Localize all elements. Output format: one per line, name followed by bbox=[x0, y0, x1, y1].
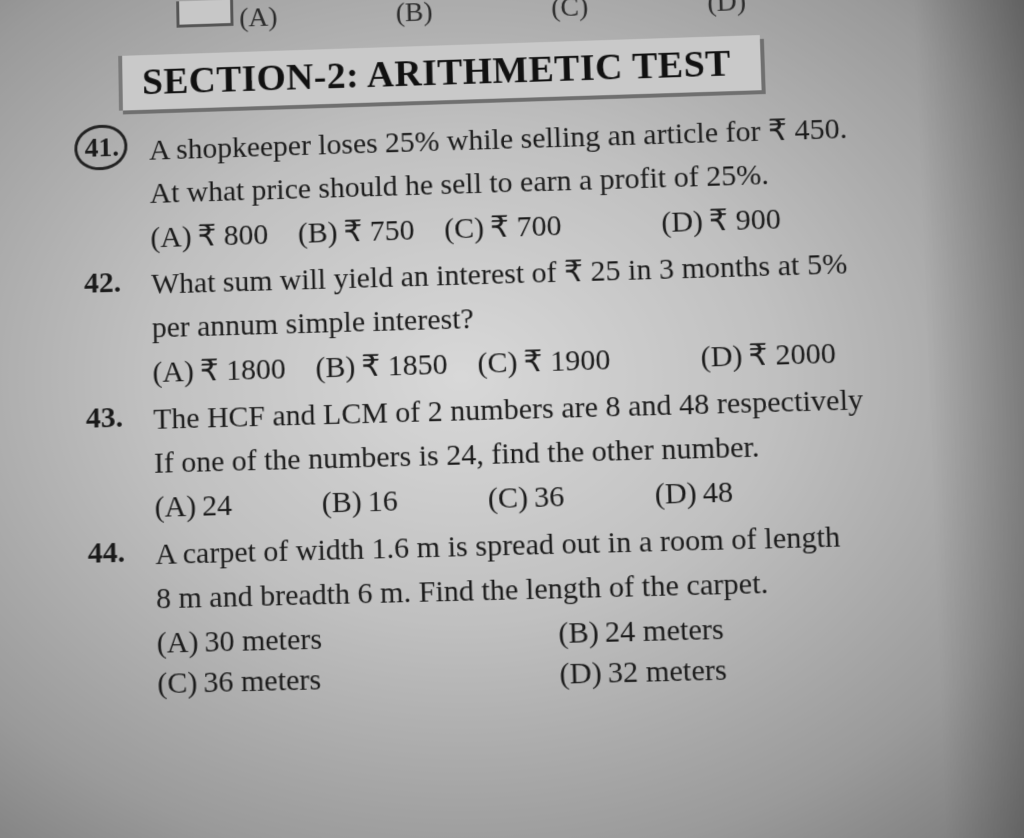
question-text-44: A carpet of width 1.6 m is spread out in… bbox=[155, 511, 998, 620]
prev-opt-b: (B) bbox=[395, 0, 433, 29]
q41-option-c: (C)700 bbox=[444, 208, 562, 246]
question-number-43: 43. bbox=[86, 401, 124, 436]
question-43: 43. The HCF and LCM of 2 numbers are 8 a… bbox=[84, 375, 994, 527]
q42-option-d: (D)2000 bbox=[700, 336, 836, 375]
section-heading-text: SECTION-2: ARITHMETIC TEST bbox=[142, 43, 732, 103]
prev-opt-a: (A) bbox=[176, 2, 278, 37]
q41-option-b: (B)750 bbox=[298, 213, 415, 251]
question-number-44: 44. bbox=[88, 536, 126, 571]
q43-option-a: (A)24 bbox=[154, 489, 232, 525]
q41-option-d: (D)900 bbox=[661, 202, 782, 240]
q42-option-c: (C)1900 bbox=[477, 342, 611, 381]
question-text-43: The HCF and LCM of 2 numbers are 8 and 4… bbox=[153, 375, 992, 485]
question-42: 42. What sum will yield an interest of ₹… bbox=[82, 238, 989, 392]
question-44: 44. A carpet of width 1.6 m is spread ou… bbox=[85, 511, 1001, 709]
prev-opt-c: (C) bbox=[551, 0, 589, 24]
q43-option-d: (D)48 bbox=[654, 475, 733, 511]
q42-option-b: (B)1850 bbox=[315, 347, 448, 386]
page: (A) (B) (C) (D) SECTION-2: ARITHMETIC TE… bbox=[0, 0, 1024, 838]
q42-option-a: (A)1800 bbox=[152, 351, 286, 390]
question-44-options: (A)30 meters (B)24 meters (C)36 meters (… bbox=[157, 606, 1002, 708]
q44-option-b: (B)24 meters bbox=[558, 607, 965, 652]
previous-question-options: (A) (B) (C) (D) bbox=[176, 0, 974, 36]
question-number-41: 41. bbox=[78, 128, 126, 169]
q41-option-a: (A)800 bbox=[150, 217, 268, 255]
q44-option-c: (C)36 meters bbox=[157, 657, 560, 701]
question-number-42: 42. bbox=[84, 266, 121, 301]
section-heading: SECTION-2: ARITHMETIC TEST bbox=[118, 35, 762, 111]
q44-option-d: (D)32 meters bbox=[559, 647, 967, 691]
q44-option-a: (A)30 meters bbox=[157, 617, 559, 661]
q43-option-c: (C)36 bbox=[487, 480, 564, 516]
prev-opt-d: (D) bbox=[707, 0, 747, 19]
question-text-42: What sum will yield an interest of ₹ 25 … bbox=[151, 238, 987, 349]
q43-option-b: (B)16 bbox=[321, 484, 398, 520]
question-41: 41. A shopkeeper loses 25% while selling… bbox=[80, 103, 983, 257]
question-text-41: A shopkeeper loses 25% while selling an … bbox=[149, 103, 982, 215]
